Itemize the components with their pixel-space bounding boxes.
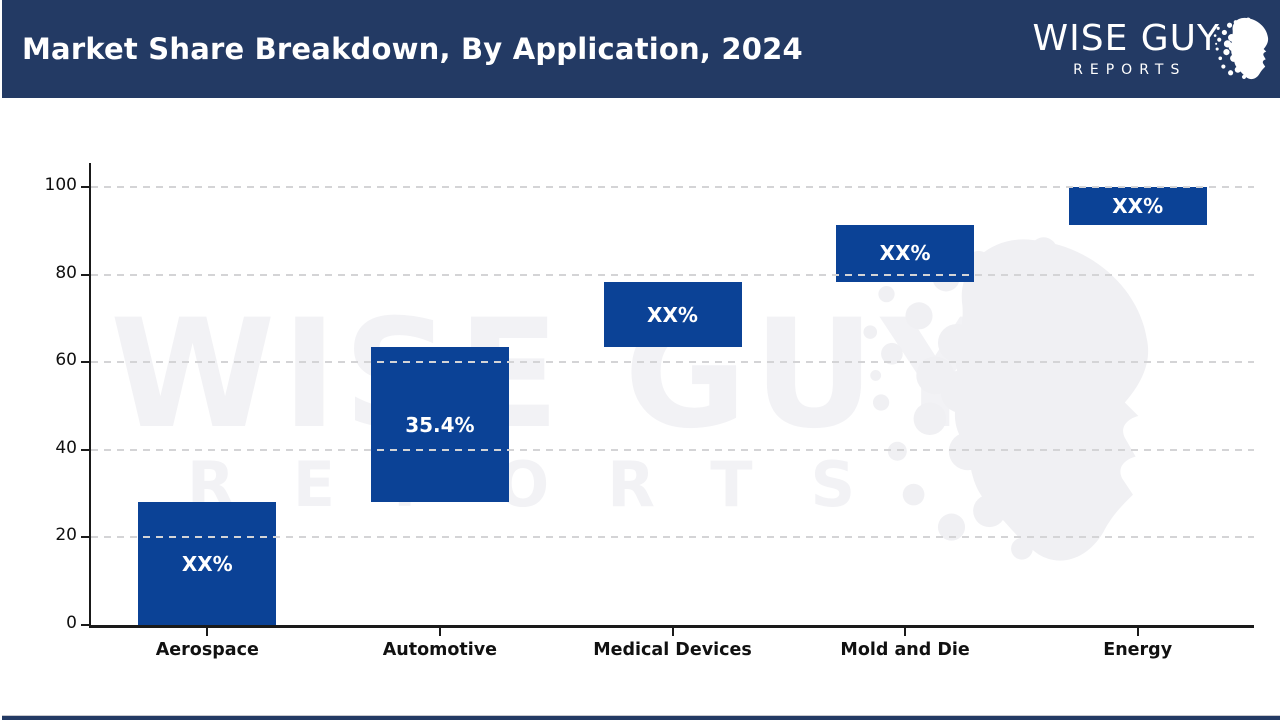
gridline-40: [91, 448, 1254, 451]
y-axis-spine: [89, 163, 91, 627]
x-tick-label-0: Aerospace: [155, 640, 259, 660]
y-tick-label-80: 80: [55, 262, 77, 283]
x-tick-2: [671, 628, 674, 636]
y-tick-label-40: 40: [55, 437, 77, 458]
x-axis-spine: [89, 625, 1254, 628]
gridline-20: [91, 536, 1254, 539]
y-tick-20: [81, 536, 89, 539]
y-tick-40: [81, 448, 89, 451]
x-tick-label-1: Automotive: [382, 640, 498, 660]
gridline-80: [91, 273, 1254, 276]
chart-area: WISE GUY REPORTS 0 20 40 60 80 100 XX% Aerospac…: [2, 98, 1280, 715]
y-tick-80: [81, 273, 89, 276]
gridline-100: [91, 186, 1254, 189]
logo-text: WISE GUY REPORTS: [1032, 17, 1221, 78]
x-tick-0: [206, 628, 209, 636]
logo-wordmark: WISE GUY: [1032, 17, 1220, 59]
watermark-wordmark: WISE GUY: [110, 288, 996, 462]
watermark-subtitle: REPORTS: [187, 448, 914, 521]
y-tick-label-100: 100: [44, 175, 77, 196]
gridline-60: [91, 361, 1254, 364]
y-tick-0: [81, 624, 89, 626]
x-tick-label-2: Medical Devices: [593, 640, 752, 660]
wiseguy-logo: WISE GUY REPORTS: [1033, 0, 1275, 98]
bar-mold-and-die: XX%: [836, 225, 975, 282]
bar-value-label: XX%: [181, 551, 233, 576]
x-tick-3: [904, 628, 907, 636]
y-tick-60: [81, 361, 89, 364]
bar-energy: XX%: [1068, 187, 1207, 226]
head-profile-icon: [1213, 17, 1269, 80]
bar-value-label: XX%: [1112, 194, 1164, 219]
y-tick-label-0: 0: [66, 613, 77, 633]
plot-area: 0 20 40 60 80 100 XX% Aerospace 35.4% Automotive X…: [45, 163, 1254, 660]
bar-value-label: 35.4%: [405, 412, 475, 437]
logo-subtitle: REPORTS: [1073, 61, 1187, 78]
page-title: Market Share Breakdown, By Application, …: [22, 32, 803, 66]
y-tick-100: [81, 186, 89, 189]
x-tick-label-4: Energy: [1103, 640, 1173, 660]
bar-medical-devices: XX%: [603, 281, 742, 348]
x-tick-label-3: Mold and Die: [840, 640, 970, 660]
bar-value-label: XX%: [879, 241, 931, 266]
bar-automotive: 35.4%: [370, 347, 509, 503]
x-tick-4: [1136, 628, 1139, 636]
bar-aerospace: XX%: [138, 502, 277, 625]
x-tick-1: [438, 628, 441, 636]
y-tick-label-60: 60: [55, 350, 77, 371]
watermark-head-profile-icon: [863, 237, 1149, 561]
bar-value-label: XX%: [647, 302, 698, 327]
footer-strip: [2, 715, 1280, 720]
y-tick-label-20: 20: [55, 525, 77, 546]
header: Market Share Breakdown, By Application, …: [2, 0, 1280, 98]
